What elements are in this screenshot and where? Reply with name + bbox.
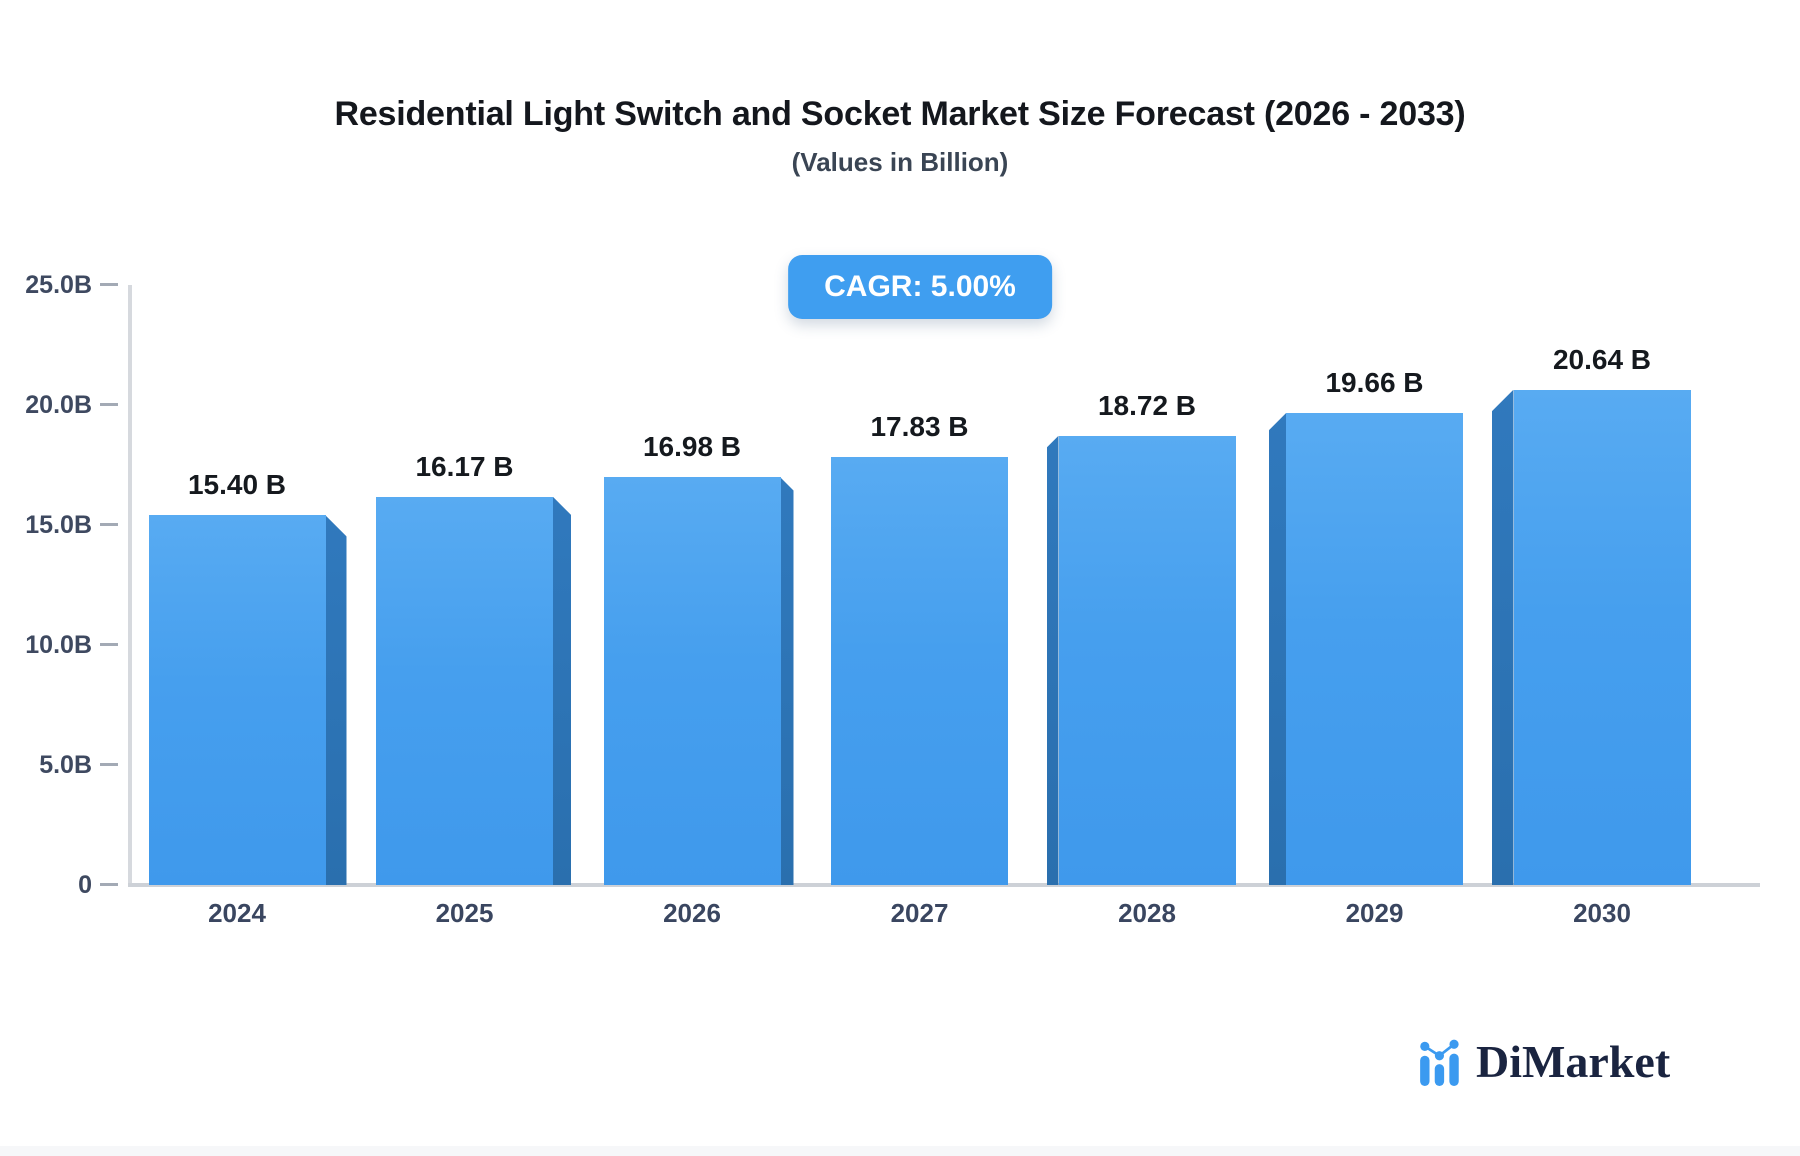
bar-value-label-2024: 15.40 B (187, 469, 287, 501)
bar-side-panel-2030 (1491, 389, 1514, 885)
dimarket-logo-icon (1420, 1039, 1459, 1086)
x-axis-label-2025: 2025 (435, 898, 494, 928)
x-axis-label-2030: 2030 (1573, 898, 1631, 928)
y-axis-tick (100, 403, 118, 406)
x-axis-label-2029: 2029 (1345, 898, 1404, 928)
x-axis-label-2028: 2028 (1118, 898, 1176, 928)
y-axis-line (128, 285, 132, 887)
bar-value-label-2026: 16.98 B (642, 431, 742, 463)
y-axis-tick-label: 5.0B (39, 751, 92, 779)
chart-title: Residential Light Switch and Socket Mark… (334, 95, 1466, 133)
bar-value-label-2027: 17.83 B (870, 411, 969, 443)
y-axis-tick-label: 0 (78, 871, 92, 899)
bar-value-label-2029: 19.66 B (1325, 367, 1424, 399)
bar-side-panel-2024 (325, 515, 347, 885)
chart-subtitle: (Values in Billion) (791, 147, 1009, 177)
bar-value-label-2030: 20.64 B (1552, 343, 1652, 375)
bar-2024[interactable] (148, 515, 326, 885)
x-axis-line (128, 883, 1760, 887)
bar-side-panel-2026 (780, 477, 794, 885)
brand-logo[interactable]: DiMarket (1418, 1036, 1670, 1088)
brand-name: DiMarket (1476, 1036, 1671, 1087)
y-axis-tick-label: 20.0B (25, 391, 92, 419)
page-edge-strip (0, 1146, 1800, 1156)
bar-2027[interactable] (831, 457, 1008, 885)
bar-value-label-2025: 16.17 B (415, 450, 514, 482)
bar-2028[interactable] (1058, 435, 1236, 885)
y-axis-tick (100, 643, 118, 646)
y-axis-tick-label: 25.0B (25, 271, 92, 299)
y-axis-tick (100, 523, 118, 526)
y-axis-tick-label: 10.0B (25, 631, 92, 659)
bar-2025[interactable] (376, 496, 553, 885)
x-axis-label-2026: 2026 (663, 898, 721, 928)
y-axis-tick (100, 883, 118, 886)
cagr-badge: CAGR: 5.00% (788, 255, 1052, 319)
bar-2029[interactable] (1286, 413, 1463, 885)
bar-2030[interactable] (1513, 389, 1691, 885)
bar-side-panel-2028 (1046, 435, 1059, 885)
bar-2026[interactable] (603, 477, 781, 885)
y-axis-tick-label: 15.0B (25, 511, 92, 539)
x-axis-label-2024: 2024 (208, 898, 266, 928)
y-axis-tick (100, 283, 118, 286)
bar-side-panel-2025 (553, 496, 571, 885)
x-axis-label-2027: 2027 (890, 898, 949, 928)
bar-side-panel-2029 (1269, 413, 1286, 885)
bar-value-label-2028: 18.72 B (1097, 389, 1197, 421)
y-axis-tick (100, 763, 118, 766)
